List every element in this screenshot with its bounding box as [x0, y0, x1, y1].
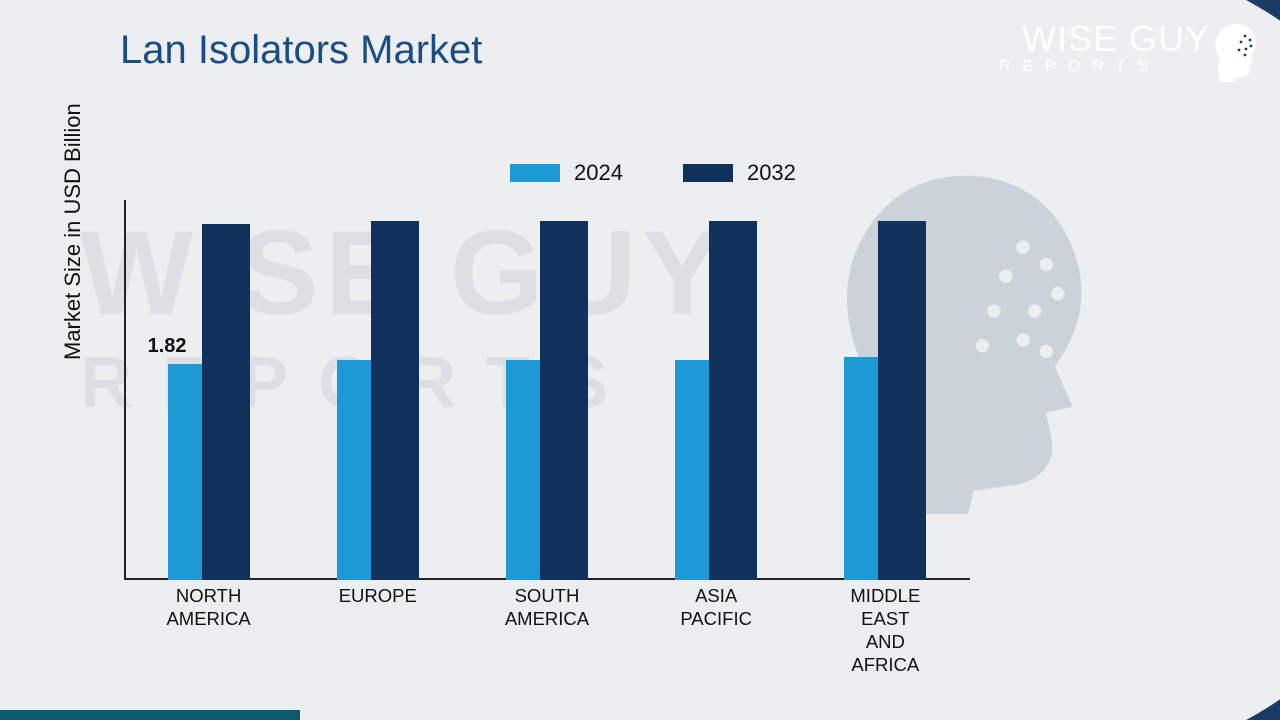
- bottom-accent-strip: [0, 710, 300, 720]
- legend-label: 2024: [574, 160, 623, 186]
- bar-value-label: 1.82: [148, 335, 187, 358]
- brand-head-icon: [1210, 22, 1262, 82]
- legend-label: 2032: [747, 160, 796, 186]
- y-axis-label: Market Size in USD Billion: [60, 103, 86, 360]
- bar-groups: 1.82: [124, 200, 970, 580]
- brand-logo: WISE GUY REPORTS: [999, 18, 1258, 76]
- bar-group: [661, 200, 771, 580]
- x-axis-labels: NORTH AMERICA EUROPE SOUTH AMERICA ASIA PAC…: [124, 584, 970, 677]
- bar: [371, 221, 419, 580]
- x-axis-category-label: NORTH AMERICA: [144, 584, 274, 677]
- legend-swatch: [683, 164, 733, 182]
- plot-area: 1.82: [124, 200, 970, 580]
- bar: [709, 221, 757, 580]
- bar-group: [830, 200, 940, 580]
- bar-group: 1.82: [154, 200, 264, 580]
- bar-chart: Market Size in USD Billion 20242032 1.82…: [90, 160, 970, 700]
- bar-group: [492, 200, 602, 580]
- x-axis-category-label: SOUTH AMERICA: [482, 584, 612, 677]
- legend: 2024 2032: [510, 160, 796, 186]
- bar: [878, 221, 926, 580]
- x-axis-category-label: MIDDLE EAST AND AFRICA: [820, 584, 950, 677]
- legend-swatch: [510, 164, 560, 182]
- bar-group: [323, 200, 433, 580]
- bar: [202, 224, 250, 580]
- x-axis-category-label: EUROPE: [313, 584, 443, 677]
- legend-item: 2032: [683, 160, 796, 186]
- x-axis-category-label: ASIA PACIFIC: [651, 584, 781, 677]
- brand-sub: REPORTS: [999, 58, 1160, 76]
- legend-item: 2024: [510, 160, 623, 186]
- brand-main: WISE GUY: [999, 18, 1210, 60]
- bar: [540, 221, 588, 580]
- chart-title: Lan Isolators Market: [120, 28, 482, 73]
